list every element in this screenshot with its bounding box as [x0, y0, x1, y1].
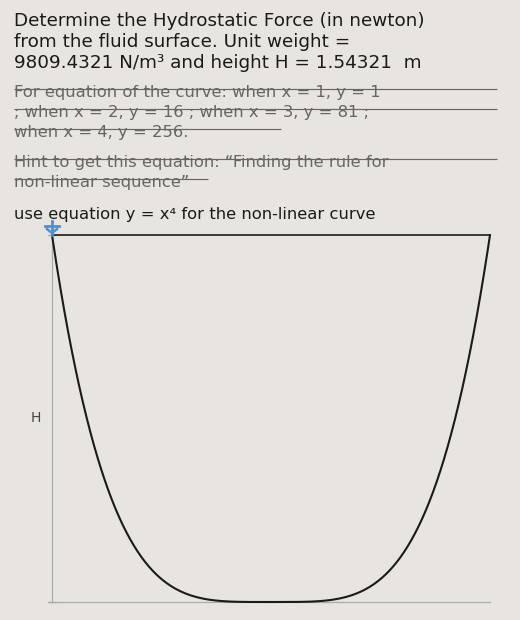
Text: ; when x = 2, y = 16 ; when x = 3, y = 81 ;: ; when x = 2, y = 16 ; when x = 3, y = 8… — [14, 105, 369, 120]
Text: For equation of the curve: when x = 1, y = 1: For equation of the curve: when x = 1, y… — [14, 85, 381, 100]
Text: non-linear sequence”: non-linear sequence” — [14, 175, 189, 190]
Text: when x = 4, y = 256.: when x = 4, y = 256. — [14, 125, 188, 140]
Text: from the fluid surface. Unit weight =: from the fluid surface. Unit weight = — [14, 33, 350, 51]
Text: Hint to get this equation: “Finding the rule for: Hint to get this equation: “Finding the … — [14, 155, 388, 170]
Text: Determine the Hydrostatic Force (in newton): Determine the Hydrostatic Force (in newt… — [14, 12, 425, 30]
Text: H: H — [31, 412, 41, 425]
Text: use equation y = x⁴ for the non-linear curve: use equation y = x⁴ for the non-linear c… — [14, 207, 375, 222]
Text: 9809.4321 N/m³ and height H = 1.54321  m: 9809.4321 N/m³ and height H = 1.54321 m — [14, 54, 422, 72]
